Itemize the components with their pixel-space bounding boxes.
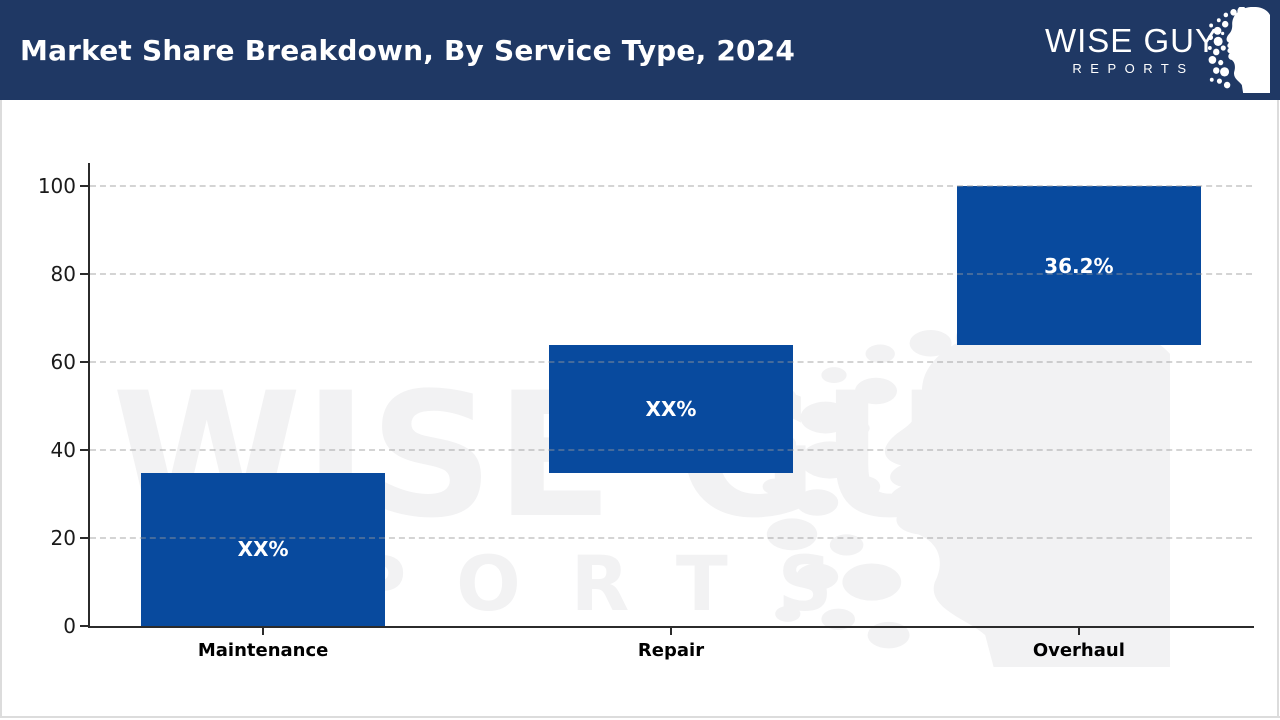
y-tick-20 [80, 537, 88, 539]
watermark-face-icon [762, 322, 1170, 667]
x-tick-maintenance [262, 628, 265, 635]
border-right [1277, 100, 1279, 718]
logo-subtitle: REPORTS [1072, 61, 1195, 77]
logo-wordmark: WISE GUY [1044, 21, 1218, 59]
dotted-face-icon [1207, 7, 1270, 93]
x-tick-repair [670, 628, 672, 635]
gridline-40 [90, 449, 1252, 451]
x-category-label-repair: Repair [637, 640, 705, 661]
page-title: Market Share Breakdown, By Service Type,… [20, 33, 796, 67]
gridline-60 [90, 361, 1252, 363]
border-bottom [0, 716, 1280, 718]
y-tick-100 [80, 185, 88, 187]
gridline-20 [90, 537, 1252, 539]
gridline-80 [90, 273, 1252, 275]
bar-overhaul [956, 186, 1201, 346]
bar-repair [549, 345, 793, 473]
y-tick-60 [80, 361, 88, 363]
y-tick-label-100: 100 [37, 174, 76, 198]
chart-area: WISE GUY REPORTS 0 20 40 60 80 100 XX% Maintena… [0, 100, 1280, 720]
y-tick-40 [80, 449, 88, 451]
border-left [0, 100, 2, 718]
y-tick-label-0: 0 [63, 614, 76, 638]
x-axis-spine [88, 626, 1254, 628]
y-axis-spine [88, 163, 90, 628]
bar-value-label: XX% [237, 537, 289, 562]
logo-text: WISE GUY REPORTS [1044, 21, 1218, 77]
bar-maintenance [141, 472, 386, 626]
y-tick-label-60: 60 [50, 350, 76, 374]
y-tick-0 [80, 625, 88, 627]
gridline-100 [90, 185, 1252, 187]
y-tick-label-40: 40 [50, 438, 76, 462]
x-category-label-overhaul: Overhaul [1032, 640, 1125, 661]
bar-value-label: 36.2% [1044, 253, 1114, 278]
y-tick-label-80: 80 [50, 262, 76, 286]
y-tick-80 [80, 273, 88, 275]
y-tick-label-20: 20 [50, 526, 76, 550]
x-category-label-maintenance: Maintenance [197, 640, 329, 661]
x-tick-overhaul [1077, 628, 1080, 635]
header-banner: Market Share Breakdown, By Service Type,… [0, 0, 1280, 100]
wise-guy-logo: WISE GUY REPORTS [1045, 5, 1270, 95]
bar-value-label: XX% [645, 397, 697, 422]
